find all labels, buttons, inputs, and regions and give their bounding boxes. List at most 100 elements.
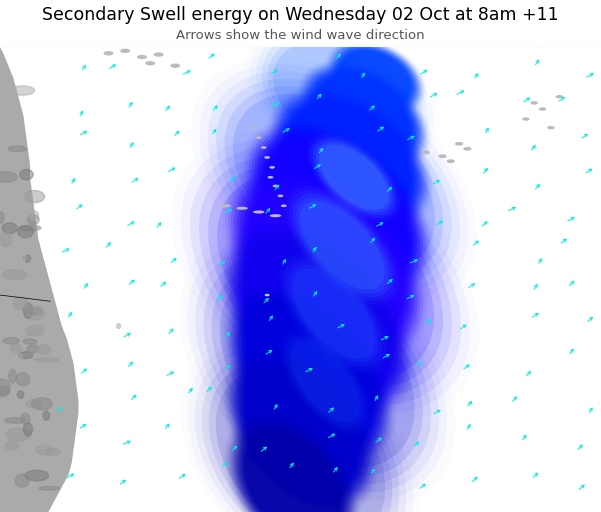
Ellipse shape [241,243,393,397]
Ellipse shape [283,100,418,217]
Ellipse shape [282,258,385,370]
Ellipse shape [202,353,399,512]
Ellipse shape [421,151,430,154]
Ellipse shape [270,214,281,217]
Ellipse shape [262,32,423,162]
Ellipse shape [0,172,17,182]
Ellipse shape [290,265,379,362]
Ellipse shape [300,63,427,167]
Ellipse shape [310,137,397,218]
Ellipse shape [264,156,270,159]
Ellipse shape [245,187,406,340]
Ellipse shape [233,234,401,406]
Ellipse shape [223,349,378,512]
Ellipse shape [327,40,424,116]
Ellipse shape [230,356,371,507]
Ellipse shape [236,207,248,210]
Ellipse shape [231,294,387,458]
Ellipse shape [204,254,431,484]
Ellipse shape [19,352,33,358]
Ellipse shape [221,223,413,417]
Ellipse shape [34,358,58,362]
Ellipse shape [302,65,426,166]
Ellipse shape [23,339,37,344]
Ellipse shape [170,63,180,68]
Ellipse shape [278,96,423,221]
Ellipse shape [316,76,412,155]
Ellipse shape [243,121,432,295]
Ellipse shape [257,134,418,283]
Ellipse shape [23,255,31,262]
Ellipse shape [271,90,430,227]
Ellipse shape [209,360,392,512]
Ellipse shape [224,226,410,414]
Ellipse shape [265,142,409,275]
Ellipse shape [6,428,31,441]
Ellipse shape [216,79,452,288]
Ellipse shape [230,419,354,512]
Ellipse shape [29,211,38,220]
Ellipse shape [234,176,418,352]
Ellipse shape [13,296,28,310]
Ellipse shape [280,329,371,435]
Ellipse shape [226,288,392,463]
Ellipse shape [220,271,415,468]
Ellipse shape [269,166,275,169]
Ellipse shape [248,312,369,439]
Ellipse shape [137,55,147,59]
Ellipse shape [225,351,376,511]
Ellipse shape [251,129,423,288]
Ellipse shape [248,190,403,338]
Ellipse shape [299,61,429,169]
Ellipse shape [239,428,346,512]
Ellipse shape [308,134,400,221]
Ellipse shape [26,326,44,336]
Ellipse shape [5,241,30,257]
Ellipse shape [233,296,384,455]
Ellipse shape [233,358,368,504]
Ellipse shape [240,182,412,346]
Ellipse shape [103,51,114,55]
Ellipse shape [230,231,404,408]
Ellipse shape [329,41,423,115]
Ellipse shape [10,86,35,95]
Ellipse shape [272,185,278,187]
Ellipse shape [212,263,423,476]
Ellipse shape [289,190,395,301]
Ellipse shape [20,169,33,180]
Ellipse shape [243,307,374,444]
Ellipse shape [225,86,444,281]
Ellipse shape [286,261,382,366]
Ellipse shape [254,132,420,285]
Ellipse shape [290,107,410,210]
Ellipse shape [26,400,43,408]
Ellipse shape [208,165,443,388]
Ellipse shape [25,471,49,481]
Ellipse shape [120,49,130,53]
Ellipse shape [1,231,12,246]
Ellipse shape [234,361,367,502]
Ellipse shape [208,71,460,296]
Ellipse shape [0,110,12,117]
Ellipse shape [531,101,538,104]
Ellipse shape [228,291,389,460]
Ellipse shape [246,124,429,293]
Ellipse shape [231,174,421,355]
Ellipse shape [17,391,24,398]
Ellipse shape [273,41,411,153]
Ellipse shape [455,142,463,145]
Ellipse shape [285,335,365,429]
Text: Arrows show the wind wave direction: Arrows show the wind wave direction [176,29,425,42]
Ellipse shape [242,185,409,344]
Ellipse shape [279,253,389,374]
Ellipse shape [293,269,375,359]
Ellipse shape [41,440,47,448]
Ellipse shape [270,147,404,270]
Ellipse shape [27,345,39,353]
Ellipse shape [190,147,461,405]
Ellipse shape [28,306,44,320]
Ellipse shape [246,310,372,442]
Ellipse shape [291,342,359,422]
Ellipse shape [256,136,261,139]
Ellipse shape [28,215,39,224]
